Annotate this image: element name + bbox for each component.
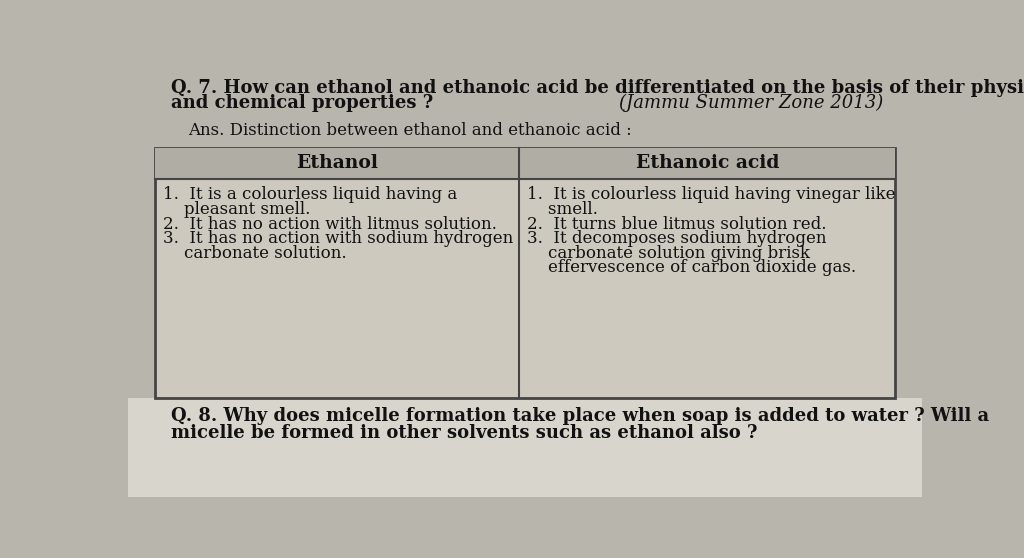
Text: Q. 8. Why does micelle formation take place when soap is added to water ? Will a: Q. 8. Why does micelle formation take pl… — [171, 407, 989, 425]
Text: Ethanoic acid: Ethanoic acid — [636, 154, 779, 172]
Text: (Jammu Summer Zone 2013): (Jammu Summer Zone 2013) — [620, 94, 884, 112]
Bar — [155, 148, 895, 398]
Text: 3.  It has no action with sodium hydrogen: 3. It has no action with sodium hydrogen — [163, 230, 513, 247]
Text: Ethanol: Ethanol — [296, 154, 378, 172]
Text: 2.  It has no action with litmus solution.: 2. It has no action with litmus solution… — [163, 215, 497, 233]
Text: 1.  It is colourless liquid having vinegar like: 1. It is colourless liquid having vinega… — [527, 186, 896, 203]
Text: pleasant smell.: pleasant smell. — [163, 201, 310, 218]
Text: 3.  It decomposes sodium hydrogen: 3. It decomposes sodium hydrogen — [527, 230, 826, 247]
Bar — [155, 148, 895, 179]
Text: Q. 7. How can ethanol and ethanoic acid be differentiated on the basis of their : Q. 7. How can ethanol and ethanoic acid … — [171, 79, 1024, 97]
Text: effervescence of carbon dioxide gas.: effervescence of carbon dioxide gas. — [527, 259, 856, 276]
Bar — [128, 398, 922, 497]
Text: 2.  It turns blue litmus solution red.: 2. It turns blue litmus solution red. — [527, 215, 826, 233]
Text: 1.  It is a colourless liquid having a: 1. It is a colourless liquid having a — [163, 186, 457, 203]
Text: and chemical properties ?: and chemical properties ? — [171, 94, 433, 112]
Text: micelle be formed in other solvents such as ethanol also ?: micelle be formed in other solvents such… — [171, 424, 757, 442]
Text: carbonate solution giving brisk: carbonate solution giving brisk — [527, 245, 810, 262]
Text: Ans. Distinction between ethanol and ethanoic acid :: Ans. Distinction between ethanol and eth… — [188, 122, 632, 140]
Text: smell.: smell. — [527, 201, 598, 218]
Text: carbonate solution.: carbonate solution. — [163, 245, 346, 262]
